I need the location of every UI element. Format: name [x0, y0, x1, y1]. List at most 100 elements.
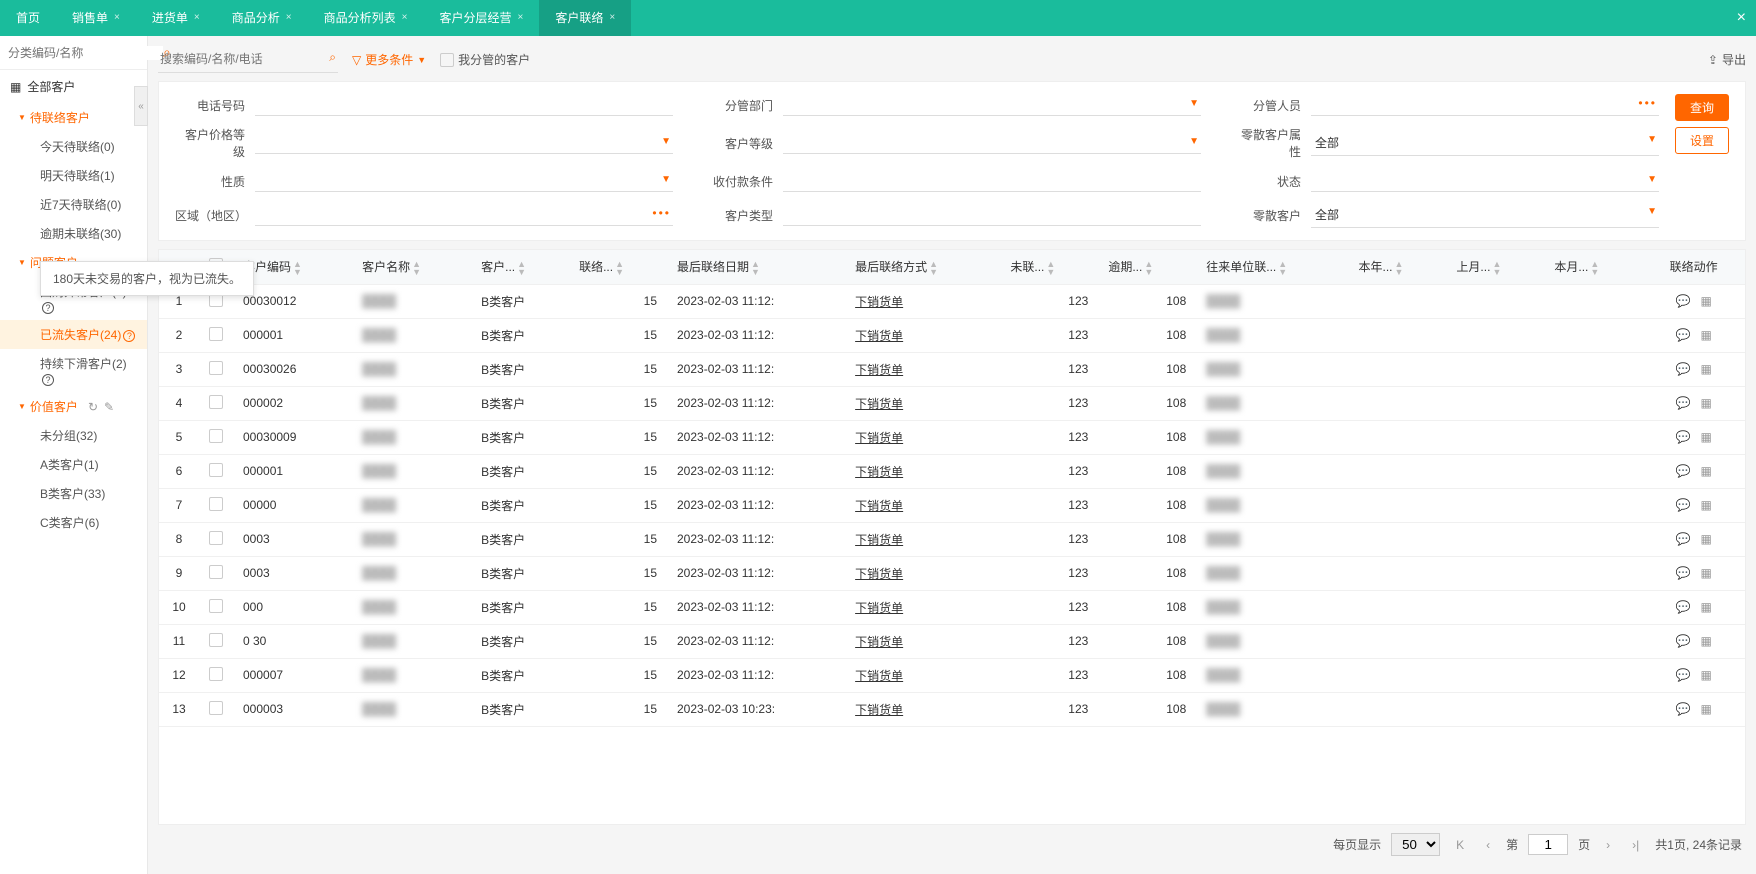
row-checkbox[interactable] — [209, 701, 223, 715]
chat-icon[interactable]: 💬 — [1676, 396, 1691, 410]
row-checkbox[interactable] — [209, 565, 223, 579]
sidebar-search-input[interactable] — [8, 46, 163, 60]
contact-way-link[interactable]: 下销货单 — [855, 295, 903, 309]
table-row[interactable]: 4000002████B类客户152023-02-03 11:12:下销货单12… — [159, 386, 1745, 420]
qr-icon[interactable]: ▦ — [1700, 566, 1711, 580]
table-row[interactable]: 700000████B类客户152023-02-03 11:12:下销货单123… — [159, 488, 1745, 522]
row-checkbox[interactable] — [209, 327, 223, 341]
sidebar-item[interactable]: 近7天待联络(0) — [0, 190, 147, 219]
chat-icon[interactable]: 💬 — [1676, 464, 1691, 478]
filter-input[interactable]: ••• — [1311, 94, 1659, 116]
close-all-tabs-icon[interactable]: × — [1737, 9, 1746, 27]
sidebar-category[interactable]: ▼待联络客户 — [0, 103, 147, 132]
qr-icon[interactable]: ▦ — [1700, 430, 1711, 444]
tab-6[interactable]: 客户联络× — [539, 0, 631, 36]
sidebar-category[interactable]: ▼价值客户↻✎ — [0, 392, 147, 421]
contact-way-link[interactable]: 下销货单 — [855, 601, 903, 615]
filter-input[interactable] — [255, 94, 673, 116]
last-page-icon[interactable]: ›| — [1626, 836, 1645, 854]
close-icon[interactable]: × — [402, 0, 408, 36]
next-page-icon[interactable]: › — [1600, 836, 1616, 854]
edit-icon[interactable]: ✎ — [104, 400, 114, 414]
qr-icon[interactable]: ▦ — [1700, 600, 1711, 614]
first-page-icon[interactable]: K — [1450, 836, 1470, 854]
contact-way-link[interactable]: 下销货单 — [855, 567, 903, 581]
sidebar-item[interactable]: C类客户(6) — [0, 508, 147, 537]
qr-icon[interactable]: ▦ — [1700, 668, 1711, 682]
filter-input[interactable]: 全部▼ — [1311, 130, 1659, 156]
chat-icon[interactable]: 💬 — [1676, 498, 1691, 512]
row-checkbox[interactable] — [209, 395, 223, 409]
contact-way-link[interactable]: 下销货单 — [855, 703, 903, 717]
prev-page-icon[interactable]: ‹ — [1480, 836, 1496, 854]
filter-input[interactable] — [783, 170, 1201, 192]
qr-icon[interactable]: ▦ — [1700, 464, 1711, 478]
chat-icon[interactable]: 💬 — [1676, 566, 1691, 580]
qr-icon[interactable]: ▦ — [1700, 294, 1711, 308]
column-header[interactable]: 最后联络方式▲▼ — [845, 250, 1000, 284]
filter-input[interactable]: ▼ — [783, 94, 1201, 116]
my-customers-checkbox[interactable]: 我分管的客户 — [440, 51, 530, 68]
column-header[interactable]: 客户...▲▼ — [471, 250, 569, 284]
table-row[interactable]: 110 30████B类客户152023-02-03 11:12:下销货单123… — [159, 624, 1745, 658]
column-header[interactable]: 往来单位联...▲▼ — [1196, 250, 1348, 284]
qr-icon[interactable]: ▦ — [1700, 702, 1711, 716]
search-icon[interactable]: ⌕ — [329, 50, 336, 65]
row-checkbox[interactable] — [209, 633, 223, 647]
column-header[interactable]: 逾期...▲▼ — [1098, 250, 1196, 284]
chat-icon[interactable]: 💬 — [1676, 532, 1691, 546]
sidebar-item[interactable]: 明天待联络(1) — [0, 161, 147, 190]
sidebar-item[interactable]: B类客户(33) — [0, 479, 147, 508]
table-row[interactable]: 300030026████B类客户152023-02-03 11:12:下销货单… — [159, 352, 1745, 386]
column-header[interactable]: 联络动作 — [1642, 250, 1745, 284]
chat-icon[interactable]: 💬 — [1676, 430, 1691, 444]
contact-way-link[interactable]: 下销货单 — [855, 499, 903, 513]
sidebar-item[interactable]: 今天待联络(0) — [0, 132, 147, 161]
close-icon[interactable]: × — [609, 0, 615, 36]
table-row[interactable]: 12000007████B类客户152023-02-03 11:12:下销货单1… — [159, 658, 1745, 692]
tab-5[interactable]: 客户分层经营× — [423, 0, 539, 36]
table-row[interactable]: 500030009████B类客户152023-02-03 11:12:下销货单… — [159, 420, 1745, 454]
settings-button[interactable]: 设置 — [1675, 127, 1729, 154]
filter-input[interactable]: ▼ — [783, 132, 1201, 154]
table-row[interactable]: 6000001████B类客户152023-02-03 11:12:下销货单12… — [159, 454, 1745, 488]
contact-way-link[interactable]: 下销货单 — [855, 669, 903, 683]
column-header[interactable]: 上月...▲▼ — [1446, 250, 1544, 284]
filter-input[interactable]: 全部▼ — [1311, 202, 1659, 228]
sidebar-item[interactable]: 已流失客户(24)? — [0, 320, 147, 349]
column-header[interactable]: 本年...▲▼ — [1348, 250, 1446, 284]
sidebar-item[interactable]: 未分组(32) — [0, 421, 147, 450]
column-header[interactable]: 最后联络日期▲▼ — [667, 250, 845, 284]
contact-way-link[interactable]: 下销货单 — [855, 397, 903, 411]
query-button[interactable]: 查询 — [1675, 94, 1729, 121]
help-icon[interactable]: ? — [123, 330, 135, 342]
qr-icon[interactable]: ▦ — [1700, 362, 1711, 376]
qr-icon[interactable]: ▦ — [1700, 532, 1711, 546]
row-checkbox[interactable] — [209, 497, 223, 511]
row-checkbox[interactable] — [209, 599, 223, 613]
tab-2[interactable]: 进货单× — [136, 0, 216, 36]
tab-1[interactable]: 销售单× — [56, 0, 136, 36]
filter-input[interactable]: ••• — [255, 204, 673, 226]
chat-icon[interactable]: 💬 — [1676, 362, 1691, 376]
row-checkbox[interactable] — [209, 667, 223, 681]
filter-input[interactable]: ▼ — [1311, 170, 1659, 192]
sidebar-item[interactable]: 持续下滑客户(2)? — [0, 349, 147, 392]
chat-icon[interactable]: 💬 — [1676, 634, 1691, 648]
sidebar-item[interactable]: A类客户(1) — [0, 450, 147, 479]
tab-3[interactable]: 商品分析× — [216, 0, 308, 36]
qr-icon[interactable]: ▦ — [1700, 396, 1711, 410]
qr-icon[interactable]: ▦ — [1700, 328, 1711, 342]
column-header[interactable]: 本月...▲▼ — [1544, 250, 1642, 284]
tab-4[interactable]: 商品分析列表× — [308, 0, 424, 36]
table-row[interactable]: 80003████B类客户152023-02-03 11:12:下销货单1231… — [159, 522, 1745, 556]
chat-icon[interactable]: 💬 — [1676, 294, 1691, 308]
row-checkbox[interactable] — [209, 531, 223, 545]
main-search-input[interactable] — [158, 46, 338, 72]
contact-way-link[interactable]: 下销货单 — [855, 533, 903, 547]
row-checkbox[interactable] — [209, 361, 223, 375]
row-checkbox[interactable] — [209, 429, 223, 443]
column-header[interactable]: 未联...▲▼ — [1000, 250, 1098, 284]
close-icon[interactable]: × — [517, 0, 523, 36]
close-icon[interactable]: × — [114, 0, 120, 36]
